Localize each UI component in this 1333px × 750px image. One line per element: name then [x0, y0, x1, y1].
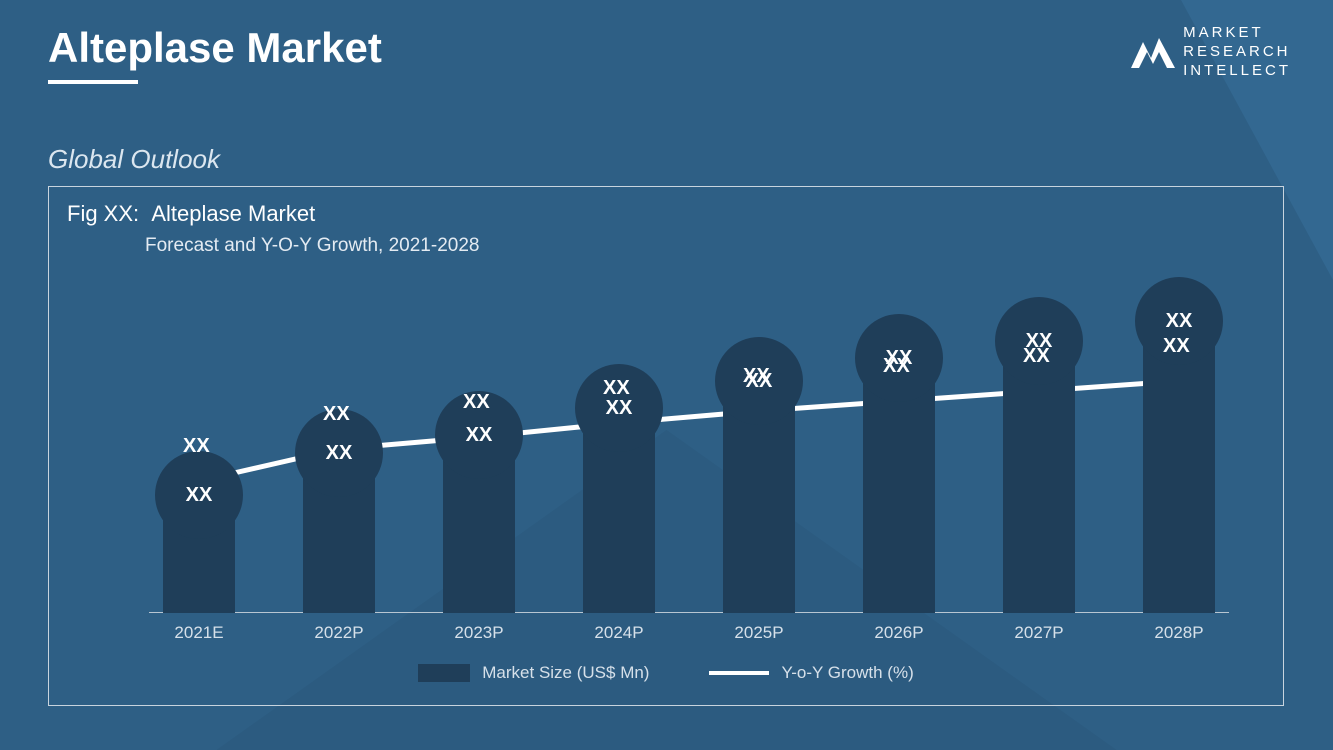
x-axis-label: 2023P	[439, 623, 519, 643]
logo-line-3: INTELLECT	[1183, 62, 1291, 81]
line-point-label: XX	[183, 435, 210, 458]
logo-line-2: RESEARCH	[1183, 43, 1291, 62]
legend-item-bar: Market Size (US$ Mn)	[418, 663, 649, 683]
legend-line-label: Y-o-Y Growth (%)	[781, 663, 913, 683]
figure-heading: Fig XX: Alteplase Market	[67, 201, 315, 227]
line-point-label: XX	[603, 377, 630, 400]
x-axis-label: 2024P	[579, 623, 659, 643]
legend-bar-label: Market Size (US$ Mn)	[482, 663, 649, 683]
bar-cap-label: XX	[995, 297, 1083, 385]
figure-subtitle: Forecast and Y-O-Y Growth, 2021-2028	[145, 235, 479, 257]
x-axis-label: 2026P	[859, 623, 939, 643]
x-axis-labels: 2021E 2022P 2023P 2024P 2025P 2026P 2027P 2028P	[129, 623, 1249, 645]
x-axis-label: 2028P	[1139, 623, 1219, 643]
title-underline	[48, 80, 138, 84]
chart-plot-area: XXXXXXXXXXXXXXXXXXXXXXXXXXXXXXXX	[129, 273, 1249, 613]
legend-bar-swatch	[418, 664, 470, 682]
page-subtitle: Global Outlook	[48, 144, 220, 175]
chart-container: Fig XX: Alteplase Market Forecast and Y-…	[48, 186, 1284, 706]
chart-legend: Market Size (US$ Mn) Y-o-Y Growth (%)	[49, 663, 1283, 683]
x-axis-label: 2021E	[159, 623, 239, 643]
x-axis-label: 2022P	[299, 623, 379, 643]
line-point-label: XX	[323, 403, 350, 426]
figure-title: Alteplase Market	[151, 201, 315, 226]
x-axis-label: 2025P	[719, 623, 799, 643]
line-point-label: XX	[1163, 335, 1190, 358]
x-axis-label: 2027P	[999, 623, 1079, 643]
line-point-label: XX	[883, 355, 910, 378]
figure-prefix: Fig XX:	[67, 201, 139, 226]
line-point-label: XX	[1023, 345, 1050, 368]
brand-logo: MARKET RESEARCH INTELLECT	[1129, 24, 1291, 80]
bar-cap-label: XX	[155, 451, 243, 539]
logo-mark-icon	[1129, 28, 1177, 76]
logo-line-1: MARKET	[1183, 24, 1291, 43]
line-point-label: XX	[743, 365, 770, 388]
legend-item-line: Y-o-Y Growth (%)	[709, 663, 913, 683]
page-title: Alteplase Market	[48, 24, 382, 72]
legend-line-swatch	[709, 671, 769, 675]
line-point-label: XX	[463, 391, 490, 414]
